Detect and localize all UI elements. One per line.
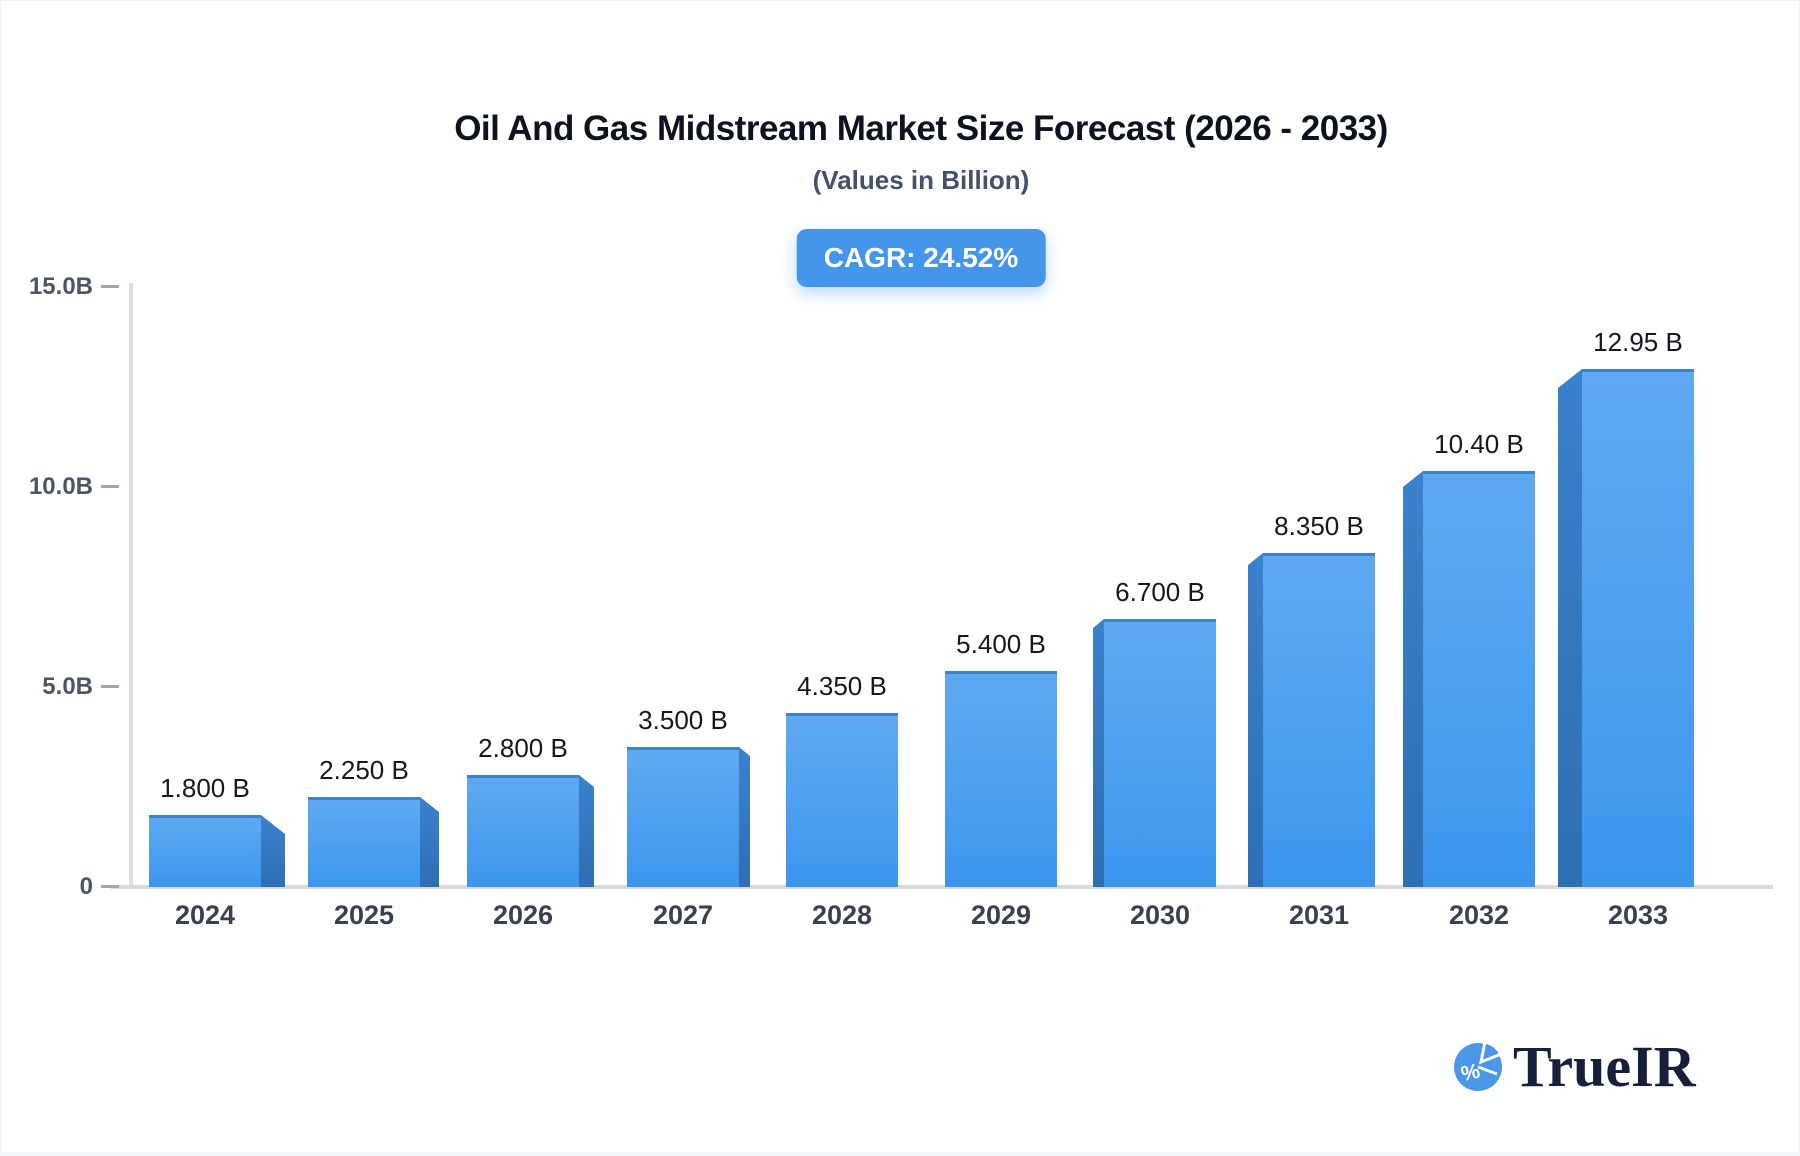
y-tick-label: 10.0B [28, 473, 93, 500]
bar-value-label: 4.350 B [797, 671, 887, 701]
bar-3d-side-2033 [1558, 369, 1582, 887]
x-tick-label: 2027 [652, 900, 714, 930]
pie-chart-percent-icon: % [1454, 1042, 1503, 1091]
x-tick-label: 2033 [1607, 900, 1669, 930]
brand-logo-text: TrueIR [1513, 1034, 1696, 1099]
bar-value-label: 10.40 B [1434, 429, 1524, 459]
bar-value-label: 5.400 B [956, 629, 1046, 659]
bar-3d-side-2030 [1093, 619, 1104, 887]
bar-value-label: 6.700 B [1115, 577, 1205, 607]
x-tick-label: 2032 [1448, 900, 1510, 930]
bar-2027 [627, 747, 739, 887]
x-tick-label: 2029 [970, 900, 1032, 930]
bar-2032 [1423, 471, 1535, 887]
x-tick-label: 2025 [333, 900, 395, 930]
bar-value-label: 2.800 B [478, 733, 568, 763]
svg-text:%: % [1459, 1060, 1482, 1086]
bar-2033 [1582, 369, 1694, 887]
bar-3d-side-2024 [261, 815, 285, 887]
bar-2030 [1104, 619, 1216, 887]
bar-3d-side-2032 [1403, 471, 1423, 887]
bar-3d-side-2026 [579, 775, 594, 887]
y-tick-label: 0 [79, 873, 93, 900]
bar-3d-side-2025 [420, 797, 439, 887]
bar-value-label: 8.350 B [1274, 511, 1364, 541]
bar-value-label: 3.500 B [638, 705, 728, 735]
x-axis-baseline [111, 885, 1773, 889]
x-tick-label: 2024 [174, 900, 236, 930]
bar-value-label: 12.95 B [1593, 327, 1683, 357]
cagr-badge: CAGR: 24.52% [796, 229, 1046, 287]
bar-value-label: 2.250 B [319, 755, 409, 785]
y-tick-mark [101, 685, 119, 688]
bar-2028 [786, 713, 898, 887]
bar-2024 [149, 815, 261, 887]
bar-value-label: 1.800 B [160, 773, 250, 803]
bar-2029 [945, 671, 1057, 887]
brand-logo: % TrueIR [1453, 1034, 1696, 1099]
chart-subtitle: (Values in Billion) [812, 165, 1030, 195]
y-tick-label: 15.0B [28, 273, 93, 300]
bar-2026 [467, 775, 579, 887]
bar-2025 [308, 797, 420, 887]
y-tick-mark [101, 485, 119, 488]
y-tick-mark [101, 285, 119, 288]
bar-3d-side-2031 [1248, 553, 1263, 887]
y-tick-mark [101, 885, 119, 888]
y-axis-line [129, 283, 133, 887]
chart-title: Oil And Gas Midstream Market Size Foreca… [454, 109, 1388, 148]
x-tick-label: 2028 [811, 900, 873, 930]
x-tick-label: 2031 [1288, 900, 1350, 930]
bar-3d-side-2027 [739, 747, 750, 887]
y-tick-label: 5.0B [42, 673, 93, 700]
bar-2031 [1263, 553, 1375, 887]
x-tick-label: 2026 [492, 900, 554, 930]
x-tick-label: 2030 [1129, 900, 1191, 930]
